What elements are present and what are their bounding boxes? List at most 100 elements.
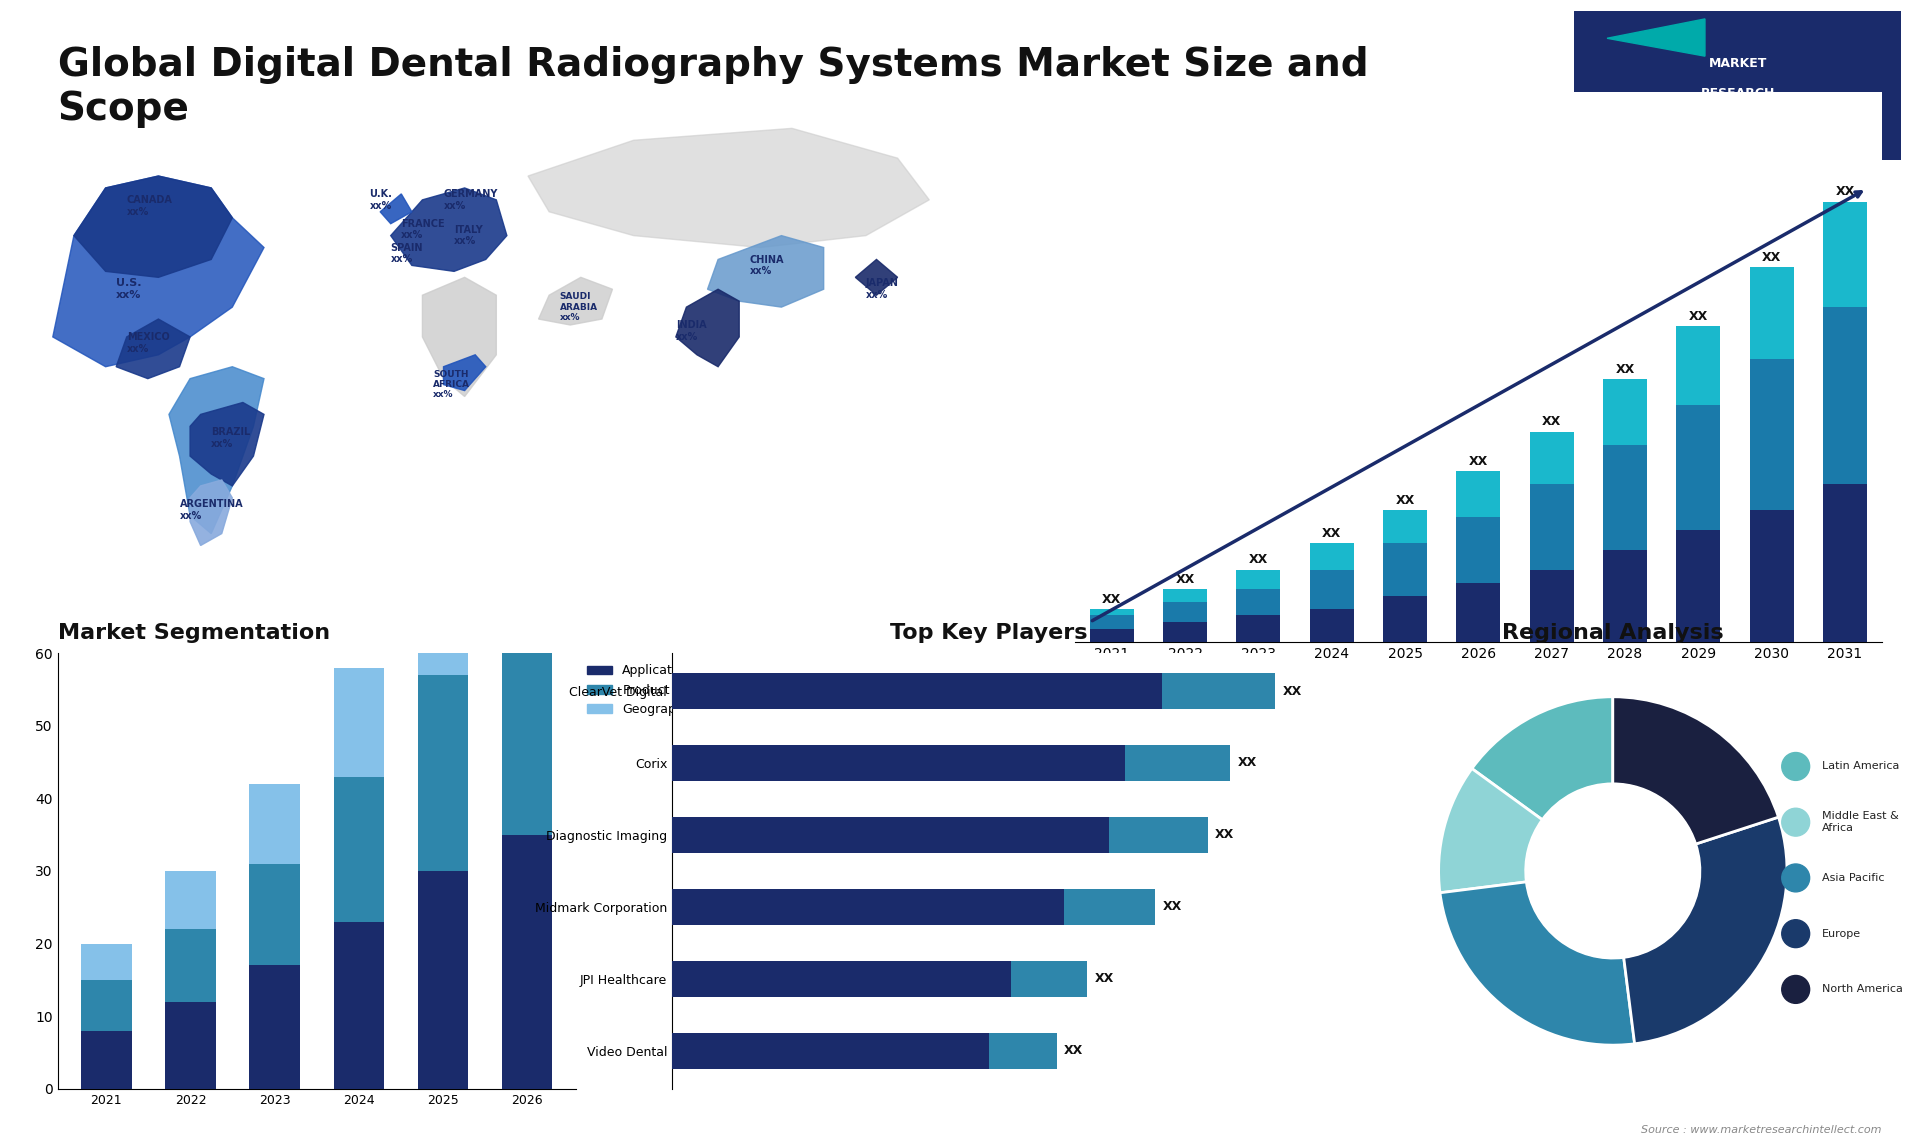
Polygon shape [190, 402, 265, 486]
Bar [1309, 609, 1354, 642]
Bar [165, 871, 215, 929]
Circle shape [1782, 808, 1811, 837]
Bar [1236, 615, 1281, 642]
Bar [250, 965, 300, 1089]
Text: XX: XX [1102, 592, 1121, 605]
Text: JAPAN
xx%: JAPAN xx% [866, 278, 899, 300]
Polygon shape [422, 277, 495, 397]
Text: XX: XX [1690, 311, 1709, 323]
Circle shape [1782, 975, 1811, 1004]
Text: MARKET: MARKET [1709, 57, 1766, 70]
Bar [1822, 307, 1866, 484]
Bar [165, 1002, 215, 1089]
Polygon shape [528, 128, 929, 248]
Bar [1822, 484, 1866, 642]
Title: Top Key Players: Top Key Players [891, 623, 1087, 643]
Text: SAUDI
ARABIA
xx%: SAUDI ARABIA xx% [561, 292, 597, 322]
Bar [81, 980, 132, 1030]
Bar [672, 673, 1162, 709]
Bar [1676, 327, 1720, 406]
Text: XX: XX [1283, 684, 1302, 698]
Text: XX: XX [1162, 901, 1181, 913]
Text: ITALY
xx%: ITALY xx% [453, 225, 482, 246]
Bar [1091, 609, 1135, 615]
Text: Middle East &
Africa: Middle East & Africa [1822, 811, 1899, 833]
Text: North America: North America [1822, 984, 1903, 995]
Bar [672, 745, 1125, 780]
Bar [1164, 589, 1208, 603]
Bar [1125, 745, 1231, 780]
Bar [1110, 817, 1208, 853]
Bar [501, 442, 553, 603]
Legend: Application, Product, Geography: Application, Product, Geography [582, 659, 697, 721]
Text: XX: XX [1175, 573, 1194, 586]
Bar [1091, 629, 1135, 642]
Bar [1457, 517, 1500, 582]
Circle shape [1782, 864, 1811, 892]
Text: CANADA
xx%: CANADA xx% [127, 195, 173, 217]
Polygon shape [380, 194, 413, 223]
Bar [672, 1033, 989, 1069]
Text: Europe: Europe [1822, 928, 1860, 939]
Bar [334, 777, 384, 921]
Polygon shape [169, 367, 265, 534]
Bar [1309, 570, 1354, 609]
Text: GERMANY
xx%: GERMANY xx% [444, 189, 497, 211]
Bar [672, 889, 1064, 925]
Bar [165, 929, 215, 1002]
Bar [1382, 596, 1427, 642]
Bar [1236, 570, 1281, 589]
Bar [501, 603, 553, 834]
Text: XX: XX [1215, 829, 1235, 841]
Bar [1603, 379, 1647, 445]
Text: XX: XX [1094, 973, 1114, 986]
Polygon shape [856, 259, 899, 296]
Circle shape [1782, 753, 1811, 780]
Bar [1603, 550, 1647, 642]
Text: BRAZIL
xx%: BRAZIL xx% [211, 427, 250, 449]
Polygon shape [115, 319, 190, 378]
Wedge shape [1613, 697, 1778, 845]
Bar [1382, 510, 1427, 543]
Bar [334, 921, 384, 1089]
Circle shape [1526, 784, 1699, 958]
Bar [1162, 673, 1275, 709]
Text: Source : www.marketresearchintellect.com: Source : www.marketresearchintellect.com [1642, 1124, 1882, 1135]
Bar [672, 817, 1110, 853]
Text: XX: XX [1396, 494, 1415, 508]
Polygon shape [444, 355, 486, 391]
Text: CHINA
xx%: CHINA xx% [749, 254, 783, 276]
Text: ARGENTINA
xx%: ARGENTINA xx% [180, 499, 244, 520]
Bar [419, 871, 468, 1089]
Text: XX: XX [1542, 415, 1561, 429]
Bar [501, 834, 553, 1089]
Bar [1457, 471, 1500, 517]
Bar [1530, 484, 1574, 570]
Text: SPAIN
xx%: SPAIN xx% [392, 243, 422, 265]
Text: XX: XX [1763, 251, 1782, 264]
Polygon shape [1607, 19, 1705, 56]
Bar [250, 784, 300, 864]
Text: RESEARCH: RESEARCH [1701, 87, 1774, 100]
Polygon shape [73, 176, 232, 277]
Wedge shape [1473, 697, 1613, 819]
Bar [81, 1030, 132, 1089]
Polygon shape [392, 188, 507, 272]
Bar [81, 943, 132, 980]
Text: INTELLECT: INTELLECT [1701, 117, 1774, 129]
Wedge shape [1624, 817, 1788, 1044]
Bar [1603, 445, 1647, 550]
Text: XX: XX [1238, 756, 1258, 769]
Text: FRANCE
xx%: FRANCE xx% [401, 219, 445, 241]
Polygon shape [190, 480, 232, 545]
Text: Market Segmentation: Market Segmentation [58, 623, 330, 643]
Text: XX: XX [1064, 1044, 1083, 1058]
Bar [1676, 406, 1720, 531]
Text: SOUTH
AFRICA
xx%: SOUTH AFRICA xx% [432, 370, 470, 400]
Text: XX: XX [1323, 527, 1342, 540]
Text: Global Digital Dental Radiography Systems Market Size and
Scope: Global Digital Dental Radiography System… [58, 46, 1369, 128]
Text: U.K.
xx%: U.K. xx% [369, 189, 392, 211]
Polygon shape [676, 289, 739, 367]
Text: XX: XX [1615, 363, 1634, 376]
Title: Regional Analysis: Regional Analysis [1501, 623, 1724, 643]
